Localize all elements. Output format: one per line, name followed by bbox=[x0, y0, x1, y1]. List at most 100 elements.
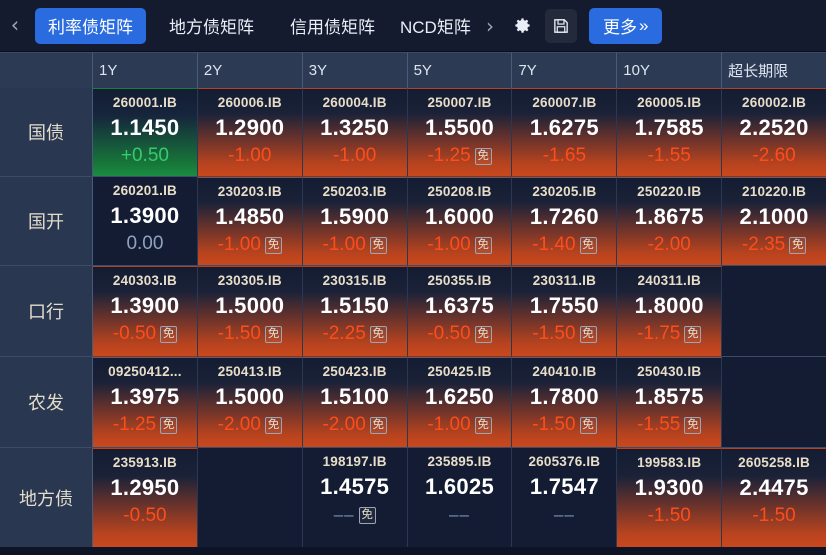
bond-code: 240303.IB bbox=[112, 273, 177, 288]
bond-cell[interactable]: 260005.IB 1.7585 -1.55 bbox=[617, 88, 723, 176]
bond-change-row: -0.50 免 bbox=[427, 322, 492, 346]
bond-cell[interactable]: 260001.IB 1.1450 +0.50 bbox=[93, 88, 198, 176]
bond-cell[interactable]: 230305.IB 1.5000 -1.50 免 bbox=[197, 266, 303, 356]
bond-cell[interactable]: 199583.IB 1.9300 -1.50 bbox=[617, 448, 723, 547]
row-label-0[interactable]: 国债 bbox=[0, 88, 93, 176]
row-label-2[interactable]: 口行 bbox=[0, 266, 93, 356]
row-label-3[interactable]: 农发 bbox=[0, 357, 93, 447]
bond-change: –– bbox=[449, 505, 470, 524]
bond-code: 240311.IB bbox=[637, 273, 701, 288]
bond-cell[interactable]: 235895.IB 1.6025 –– bbox=[407, 448, 513, 547]
bond-change-row: -2.60 bbox=[752, 144, 795, 168]
bond-cell[interactable]: 230205.IB 1.7260 -1.40 免 bbox=[512, 177, 618, 265]
bond-cell[interactable]: 2605258.IB 2.4475 -1.50 bbox=[722, 448, 826, 547]
bond-change: 0.00 bbox=[126, 233, 164, 254]
bond-code: 250203.IB bbox=[322, 184, 387, 199]
bond-cell[interactable]: 250425.IB 1.6250 -1.00 免 bbox=[407, 357, 513, 447]
bond-cell[interactable]: 198197.IB 1.4575 –– 免 bbox=[302, 448, 408, 547]
bond-change-row: -1.00 bbox=[333, 144, 376, 168]
tax-exempt-badge: 免 bbox=[579, 416, 597, 434]
bond-cell[interactable]: 250413.IB 1.5000 -2.00 免 bbox=[197, 357, 303, 447]
bond-cell[interactable]: 230315.IB 1.5150 -2.25 免 bbox=[302, 266, 408, 356]
bond-cell[interactable]: 250355.IB 1.6375 -0.50 免 bbox=[407, 266, 513, 356]
bond-cell[interactable]: 250220.IB 1.8675 -2.00 bbox=[617, 177, 723, 265]
tax-exempt-badge: 免 bbox=[789, 236, 807, 254]
bond-change-row: -1.00 免 bbox=[322, 233, 387, 257]
bond-price: 1.6000 bbox=[424, 204, 495, 229]
column-header-5[interactable]: 10Y bbox=[617, 52, 723, 88]
bond-cell[interactable]: 250430.IB 1.8575 -1.55 免 bbox=[617, 357, 723, 447]
column-header-2[interactable]: 3Y bbox=[302, 52, 408, 88]
tax-exempt-badge: 免 bbox=[684, 325, 702, 343]
bond-code: 260005.IB bbox=[637, 95, 702, 110]
column-header-1[interactable]: 2Y bbox=[197, 52, 303, 88]
column-header-6[interactable]: 超长期限 bbox=[722, 52, 826, 88]
bond-cell[interactable]: 260006.IB 1.2900 -1.00 bbox=[197, 88, 303, 176]
bond-change-row: -2.35 免 bbox=[742, 233, 807, 257]
bond-change-row: -2.25 免 bbox=[322, 322, 387, 346]
bond-change-row: –– bbox=[449, 503, 470, 527]
bond-change-row: -1.50 免 bbox=[532, 413, 597, 437]
tab-0[interactable]: 利率债矩阵 bbox=[35, 7, 146, 44]
bond-cell[interactable]: 235913.IB 1.2950 -0.50 bbox=[93, 448, 198, 547]
bond-price: 2.4475 bbox=[739, 475, 809, 500]
more-button[interactable]: 更多 » bbox=[589, 7, 663, 44]
bond-change-row: -1.55 免 bbox=[637, 413, 702, 437]
bond-code: 260004.IB bbox=[322, 95, 387, 110]
bond-cell[interactable]: 240410.IB 1.7800 -1.50 免 bbox=[512, 357, 618, 447]
bond-change: -1.00 bbox=[427, 414, 471, 435]
next-tab-arrow-icon[interactable]: › bbox=[486, 13, 494, 38]
bond-cell[interactable]: 250423.IB 1.5100 -2.00 免 bbox=[302, 357, 408, 447]
bond-cell[interactable]: 260004.IB 1.3250 -1.00 bbox=[302, 88, 408, 176]
bond-price: 1.8575 bbox=[634, 384, 704, 409]
grid-body: 国债 260001.IB 1.1450 +0.50 260006.IB 1.2900 -1.… bbox=[0, 88, 826, 547]
tab-label: 利率债矩阵 bbox=[48, 18, 133, 37]
bond-cell[interactable]: 250208.IB 1.6000 -1.00 免 bbox=[407, 177, 513, 265]
bond-price: 1.6375 bbox=[424, 293, 495, 318]
bond-cell[interactable]: 260002.IB 2.2520 -2.60 bbox=[722, 88, 826, 176]
row-label-1[interactable]: 国开 bbox=[0, 177, 93, 265]
tax-exempt-badge: 免 bbox=[264, 416, 282, 434]
bond-code: 210220.IB bbox=[742, 184, 807, 199]
bond-code: 250007.IB bbox=[427, 95, 492, 110]
bond-change-row: -0.50 免 bbox=[113, 322, 178, 346]
prev-tab-arrow-icon[interactable]: ‹ bbox=[10, 13, 20, 37]
gear-icon[interactable] bbox=[507, 11, 537, 41]
column-header-4[interactable]: 7Y bbox=[512, 52, 618, 88]
bond-cell[interactable]: 250203.IB 1.5900 -1.00 免 bbox=[302, 177, 408, 265]
tax-exempt-badge: 免 bbox=[684, 416, 702, 434]
tax-exempt-badge: 免 bbox=[369, 236, 387, 254]
table-row: 口行 240303.IB 1.3900 -0.50 免 230305.IB 1.5000 -1… bbox=[0, 266, 826, 357]
tab-label: 信用债矩阵 bbox=[290, 18, 375, 37]
bond-price: 1.7800 bbox=[529, 384, 599, 409]
bond-code: 230203.IB bbox=[217, 184, 282, 199]
bond-cell[interactable]: 260007.IB 1.6275 -1.65 bbox=[512, 88, 618, 176]
bond-cell[interactable]: 250007.IB 1.5500 -1.25 免 bbox=[407, 88, 513, 176]
tab-1[interactable]: 地方债矩阵 bbox=[156, 8, 267, 44]
bond-price: 1.6250 bbox=[424, 384, 495, 409]
bond-cell[interactable]: 260201.IB 1.3900 0.00 bbox=[93, 177, 198, 265]
column-header-0[interactable]: 1Y bbox=[93, 52, 198, 88]
tab-label: NCD矩阵 bbox=[400, 18, 471, 37]
bond-code: 250355.IB bbox=[427, 273, 492, 288]
bond-cell[interactable]: 240303.IB 1.3900 -0.50 免 bbox=[93, 266, 198, 356]
bond-cell[interactable]: 230311.IB 1.7550 -1.50 免 bbox=[512, 266, 618, 356]
tab-2[interactable]: 信用债矩阵 bbox=[277, 8, 388, 44]
save-icon[interactable] bbox=[545, 8, 577, 43]
bond-change: +0.50 bbox=[120, 145, 169, 166]
bond-cell[interactable]: 2605376.IB 1.7547 –– bbox=[512, 448, 618, 547]
tab-3[interactable]: NCD矩阵 bbox=[398, 8, 472, 44]
bond-price: 1.6275 bbox=[529, 115, 599, 140]
bond-price: 1.2900 bbox=[215, 115, 285, 140]
bond-price: 1.2950 bbox=[110, 475, 180, 500]
bond-cell[interactable]: 210220.IB 2.1000 -2.35 免 bbox=[722, 177, 826, 265]
row-label-4[interactable]: 地方债 bbox=[0, 448, 93, 547]
bond-price: 2.1000 bbox=[739, 204, 809, 229]
bond-cell[interactable]: 09250412... 1.3975 -1.25 免 bbox=[93, 357, 198, 447]
bond-cell[interactable]: 230203.IB 1.4850 -1.00 免 bbox=[197, 177, 303, 265]
bond-cell[interactable]: 240311.IB 1.8000 -1.75 免 bbox=[617, 266, 723, 356]
bond-price: 1.1450 bbox=[110, 115, 180, 140]
bond-change-row: –– 免 bbox=[334, 503, 376, 527]
bond-change-row: -1.75 免 bbox=[637, 322, 702, 346]
column-header-3[interactable]: 5Y bbox=[407, 52, 513, 88]
